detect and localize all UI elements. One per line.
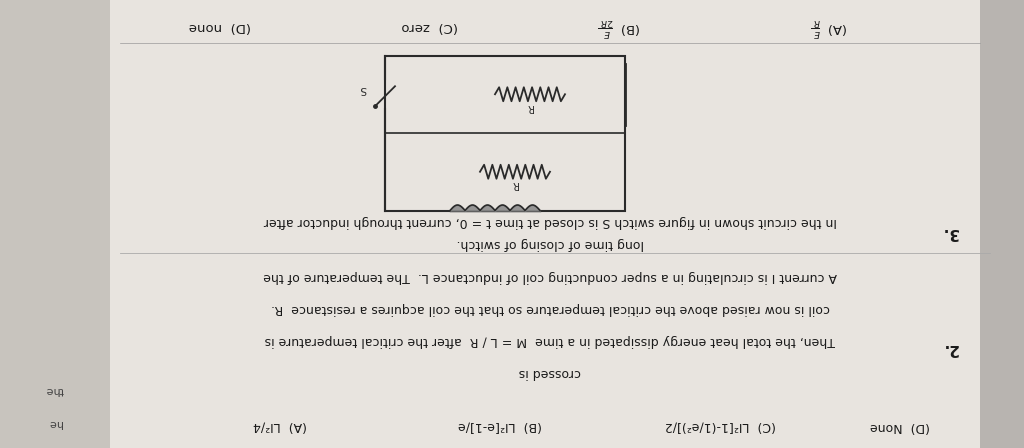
Text: long time of closing of switch.: long time of closing of switch. xyxy=(457,237,644,250)
Text: (A)  LI²/4: (A) LI²/4 xyxy=(253,419,307,432)
Text: (B)  LI²[e-1]/e: (B) LI²[e-1]/e xyxy=(458,419,542,432)
Text: (D)  None: (D) None xyxy=(870,419,930,432)
Text: 2.: 2. xyxy=(942,340,958,356)
Text: In the circuit shown in figure switch S is closed at time t = 0, current through: In the circuit shown in figure switch S … xyxy=(263,215,837,228)
Text: (C)  zero: (C) zero xyxy=(401,20,459,33)
Text: crossed is: crossed is xyxy=(519,366,582,379)
Text: the: the xyxy=(46,385,65,395)
Bar xyxy=(0,0,110,448)
Bar xyxy=(980,0,1024,448)
Text: (B)  $\frac{E}{2R}$: (B) $\frac{E}{2R}$ xyxy=(599,15,641,37)
Text: (D)  none: (D) none xyxy=(188,20,251,33)
Text: coil is now raised above the critical temperature so that the coil acquires a re: coil is now raised above the critical te… xyxy=(270,302,829,314)
Text: (C)  LI²[1-(1/e²)]/2: (C) LI²[1-(1/e²)]/2 xyxy=(665,419,775,432)
Text: S: S xyxy=(359,84,367,94)
Text: (A)  $\frac{E}{R}$: (A) $\frac{E}{R}$ xyxy=(812,15,848,37)
Text: R: R xyxy=(512,179,518,189)
Text: Then, the total heat energy dissipated in a time  M = L / R  after the critical : Then, the total heat energy dissipated i… xyxy=(265,333,836,346)
Text: 3.: 3. xyxy=(942,224,958,240)
Text: he: he xyxy=(48,418,62,428)
Bar xyxy=(385,56,625,211)
Text: R: R xyxy=(526,102,534,112)
Text: A current I is circulating in a super conducting coil of inductance L.  The temp: A current I is circulating in a super co… xyxy=(263,270,837,283)
